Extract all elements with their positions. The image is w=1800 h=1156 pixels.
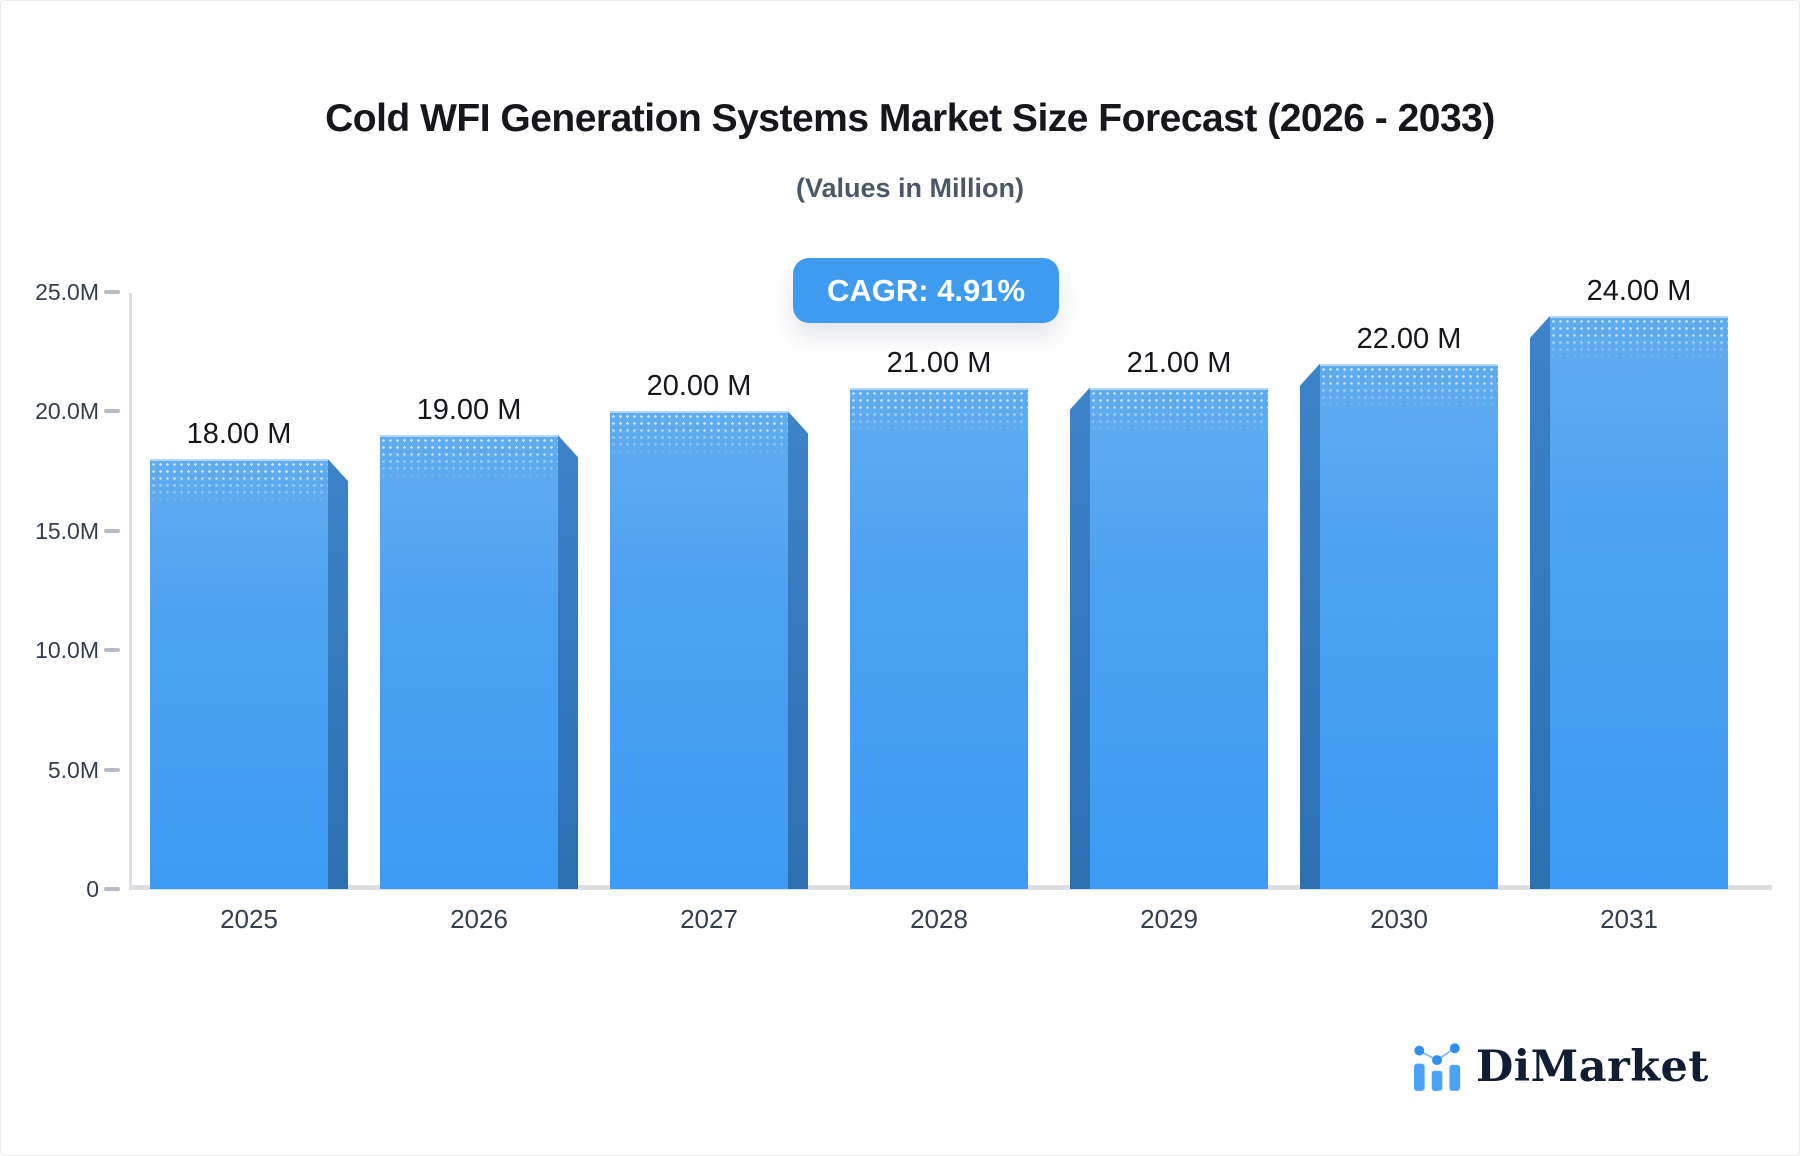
bar-3d-side bbox=[1070, 387, 1090, 889]
x-axis-label: 2029 bbox=[1140, 904, 1198, 934]
bar-face[interactable] bbox=[1090, 387, 1268, 889]
bar-value-label: 18.00 M bbox=[186, 418, 292, 451]
cagr-badge-label: CAGR: 4.91% bbox=[826, 272, 1026, 308]
bar-2027[interactable] bbox=[610, 411, 808, 889]
bar-face[interactable] bbox=[850, 387, 1028, 889]
bar-2031[interactable] bbox=[1530, 315, 1728, 889]
bar-top-texture bbox=[1090, 389, 1268, 434]
bar-3d-side bbox=[1530, 315, 1550, 889]
bar-top-texture bbox=[380, 437, 558, 482]
y-tick-label: 10.0M bbox=[35, 637, 99, 664]
y-tick-label: 0 bbox=[86, 876, 99, 902]
bar-top-texture bbox=[850, 389, 1028, 434]
y-tick-label: 15.0M bbox=[35, 517, 99, 544]
bar-2029[interactable] bbox=[1070, 387, 1268, 889]
y-tick-mark bbox=[104, 767, 120, 772]
bar-2030[interactable] bbox=[1300, 363, 1498, 889]
bar-value-label: 19.00 M bbox=[416, 394, 522, 427]
y-tick-mark bbox=[104, 528, 120, 533]
bar-2025[interactable] bbox=[150, 459, 348, 889]
cagr-badge: CAGR: 4.91% bbox=[793, 258, 1059, 323]
y-tick-label: 20.0M bbox=[35, 398, 99, 425]
mini-bar-line-chart-icon bbox=[1414, 1043, 1461, 1091]
x-axis-label: 2028 bbox=[910, 904, 968, 934]
y-tick-mark bbox=[104, 409, 120, 414]
y-tick-mark bbox=[104, 290, 120, 294]
bar-value-label: 21.00 M bbox=[1126, 346, 1232, 379]
y-tick-label: 25.0M bbox=[35, 279, 99, 305]
bar-2026[interactable] bbox=[380, 435, 578, 889]
chart-title: Cold WFI Generation Systems Market Size … bbox=[325, 97, 1495, 140]
bar-top-texture bbox=[610, 413, 788, 458]
x-axis-label: 2025 bbox=[220, 904, 278, 934]
bar-face[interactable] bbox=[1550, 315, 1728, 889]
x-axis-label: 2030 bbox=[1370, 904, 1428, 934]
brand-logo-text: DiMarket bbox=[1476, 1042, 1709, 1092]
x-axis-label: 2031 bbox=[1600, 904, 1658, 934]
y-tick-mark bbox=[104, 648, 120, 653]
y-tick-label: 5.0M bbox=[47, 756, 99, 783]
bar-top-texture bbox=[1550, 317, 1728, 362]
y-axis-line bbox=[129, 293, 132, 889]
bar-value-label: 22.00 M bbox=[1356, 322, 1462, 355]
bar-value-label: 21.00 M bbox=[886, 346, 992, 379]
bar-face[interactable] bbox=[610, 411, 788, 889]
x-axis-label: 2026 bbox=[450, 904, 508, 934]
bar-3d-side bbox=[328, 459, 348, 889]
bar-top-texture bbox=[150, 461, 328, 506]
bar-3d-side bbox=[558, 435, 578, 889]
bar-3d-side bbox=[1300, 363, 1320, 889]
bar-2028[interactable] bbox=[850, 387, 1028, 889]
bar-3d-side bbox=[788, 411, 808, 889]
y-tick-mark bbox=[104, 887, 120, 891]
bar-face[interactable] bbox=[1320, 363, 1498, 889]
bar-face[interactable] bbox=[150, 459, 328, 889]
bar-face[interactable] bbox=[380, 435, 558, 889]
bar-top-texture bbox=[1320, 365, 1498, 410]
brand-logo: DiMarket bbox=[1414, 1041, 1709, 1091]
x-axis-label: 2027 bbox=[680, 904, 738, 934]
bar-value-label: 20.00 M bbox=[646, 370, 752, 403]
chart-subtitle: (Values in Million) bbox=[795, 173, 1025, 203]
bar-value-label: 24.00 M bbox=[1586, 274, 1692, 307]
